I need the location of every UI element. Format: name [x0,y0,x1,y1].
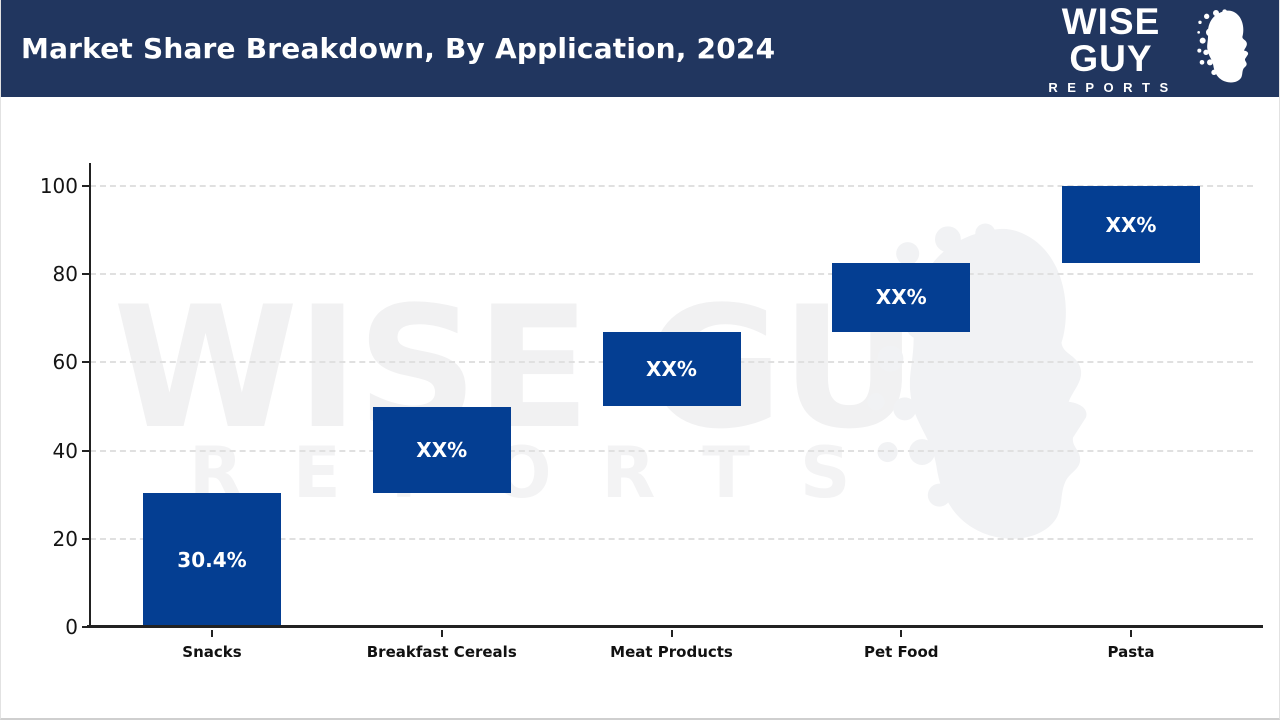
x-tick-1 [211,630,213,637]
bar-value-label: XX% [646,357,697,381]
logo-brand-name: WISE GUY [1061,1,1161,79]
x-category-label: Snacks [182,643,242,661]
bar-pasta: XX% [1062,186,1200,264]
y-tick-label: 100 [39,174,78,198]
wise-guy-reports-logo: WISE GUY REPORTS [1015,3,1265,95]
y-axis-line [89,163,91,627]
logo-text: WISE GUY REPORTS [1015,3,1207,95]
y-tick-label: 60 [52,350,78,375]
logo-reports-text: REPORTS [1048,80,1178,95]
gridline-y-40 [90,449,1253,452]
y-tick-20 [82,537,90,540]
bar-breakfast-cereals: XX% [372,406,511,493]
y-tick-label: 0 [65,615,78,639]
bar-meat-products: XX% [602,331,741,407]
y-tick-100 [82,185,90,187]
x-tick-5 [1130,630,1132,637]
gridline-y-20 [90,537,1253,540]
chart-area: 0 20 40 60 80 100 30.4% Snacks XX% Breakfast Cere… [1,97,1279,718]
logo-head-profile-icon [1197,9,1249,83]
page-title: Market Share Breakdown, By Application, … [21,32,776,65]
header-bar: Market Share Breakdown, By Application, … [1,0,1279,97]
x-category-label: Pet Food [863,643,939,661]
y-tick-label: 20 [52,526,78,551]
x-category-label: Pasta [1107,643,1155,661]
x-category-label: Meat Products [610,643,733,661]
y-tick-60 [82,361,90,364]
bar-value-label: XX% [875,285,927,310]
y-tick-40 [82,449,90,452]
x-tick-3 [670,630,673,637]
y-tick-label: 40 [52,438,78,463]
y-tick-80 [82,273,90,276]
bar-value-label: XX% [1105,212,1157,237]
x-tick-2 [440,630,443,637]
x-tick-4 [900,630,903,637]
gridline-y-100 [90,185,1253,187]
bar-value-label: 30.4% [177,547,247,572]
y-tick-label: 80 [52,262,78,287]
x-axis-line [87,625,1263,628]
bar-snacks: 30.4% [143,492,281,627]
x-category-label: Breakfast Cereals [366,643,517,661]
bar-pet-food: XX% [832,263,971,332]
y-tick-0 [82,626,90,628]
bar-value-label: XX% [416,437,468,462]
gridline-y-80 [90,273,1253,276]
